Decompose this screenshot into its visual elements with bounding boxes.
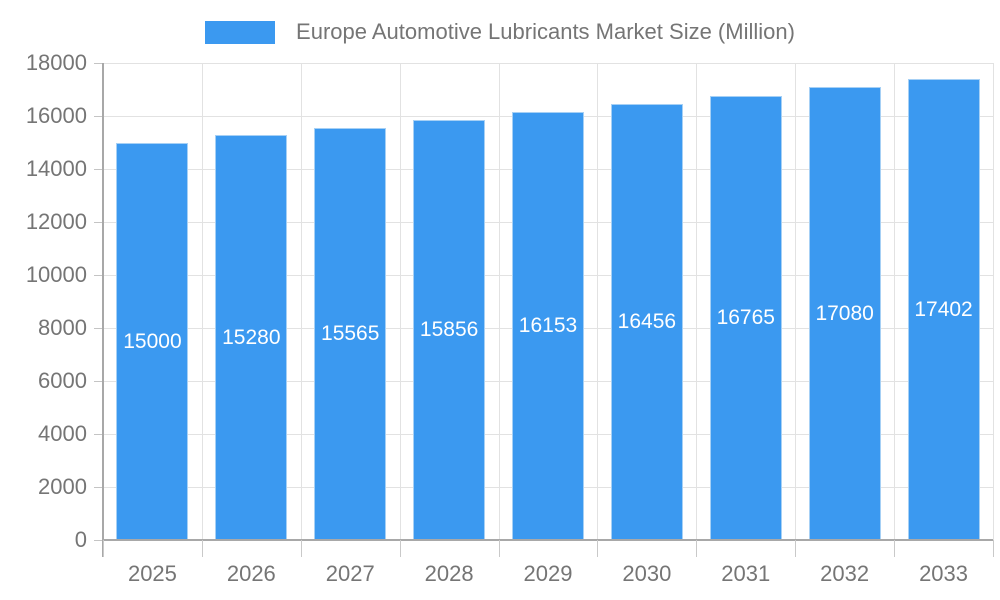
y-axis-tick <box>94 169 102 170</box>
bar-value-label: 17402 <box>914 297 973 321</box>
bar-value-label: 15565 <box>321 322 380 346</box>
bar-2029[interactable]: 16153 <box>512 111 584 540</box>
x-axis-tick-label: 2031 <box>721 561 771 586</box>
y-axis-tick <box>94 328 102 329</box>
gridline-vertical <box>993 63 994 540</box>
x-axis-tick <box>498 540 500 557</box>
gridline-vertical <box>201 63 203 540</box>
bar-value-label: 17080 <box>815 302 874 326</box>
y-axis-tick <box>94 116 102 117</box>
x-axis-tick <box>201 540 203 557</box>
gridline-vertical <box>795 63 797 540</box>
bar-value-label: 16153 <box>518 314 578 338</box>
y-axis-tick <box>94 381 102 382</box>
x-axis-tick-label: 2033 <box>919 561 969 586</box>
bar-value-label: 15000 <box>123 329 182 353</box>
x-axis-tick-label: 2032 <box>820 561 870 586</box>
y-axis-tick-label: 4000 <box>38 421 87 446</box>
x-axis-tick-label: 2026 <box>226 561 276 586</box>
x-axis-tick-label: 2027 <box>325 561 375 586</box>
bar-value-label: 16456 <box>617 310 677 334</box>
x-axis-tick <box>597 540 599 557</box>
legend[interactable]: Europe Automotive Lubricants Market Size… <box>0 16 1000 48</box>
y-axis-tick <box>94 63 102 64</box>
gridline-vertical <box>399 63 401 540</box>
y-axis-tick-label: 16000 <box>25 103 87 128</box>
bar-2028[interactable]: 15856 <box>413 119 486 540</box>
plot-area: 15000 15280 15565 15856 16153 16456 16765 17080… <box>103 63 994 540</box>
y-axis-tick <box>94 434 102 435</box>
y-axis-tick <box>94 222 102 223</box>
y-axis-tick <box>94 487 102 488</box>
x-axis-tick-label: 2029 <box>523 561 573 586</box>
y-axis-tick-label: 10000 <box>25 262 87 287</box>
bar-2030[interactable]: 16456 <box>610 103 683 540</box>
bar-2033[interactable]: 17402 <box>907 78 980 540</box>
y-axis-tick-label: 2000 <box>38 474 87 499</box>
bar-2031[interactable]: 16765 <box>709 95 782 540</box>
y-axis-tick <box>94 275 102 276</box>
y-axis-tick-label: 14000 <box>25 156 87 181</box>
y-axis-tick <box>94 540 102 541</box>
gridline-vertical <box>597 63 599 540</box>
legend-swatch-icon <box>205 20 276 44</box>
x-axis-tick <box>103 540 104 557</box>
y-axis-tick-label: 0 <box>74 527 87 552</box>
x-axis-tick <box>399 540 401 557</box>
gridline-vertical <box>300 63 302 540</box>
y-axis-tick-label: 12000 <box>25 209 87 234</box>
gridline-vertical <box>894 63 896 540</box>
x-axis-tick <box>696 540 698 557</box>
bar-value-label: 16765 <box>716 306 775 330</box>
bar-value-label: 15280 <box>222 326 281 350</box>
gridline-vertical <box>498 63 500 540</box>
y-axis-tick-label: 8000 <box>38 315 87 340</box>
y-axis-line <box>102 63 104 557</box>
bar-2025[interactable]: 15000 <box>116 142 189 540</box>
x-axis-tick-label: 2030 <box>622 561 672 586</box>
bar-value-label: 15856 <box>419 318 479 342</box>
x-axis-tick <box>795 540 797 557</box>
x-axis-tick-label: 2028 <box>424 561 474 586</box>
bar-2032[interactable]: 17080 <box>808 87 881 540</box>
legend-label: Europe Automotive Lubricants Market Size… <box>296 19 795 44</box>
x-axis-line <box>103 539 993 541</box>
x-axis-tick <box>993 540 994 557</box>
x-axis-tick-label: 2025 <box>127 561 177 586</box>
gridline-horizontal <box>103 63 993 64</box>
bar-2027[interactable]: 15565 <box>314 127 387 540</box>
gridline-vertical <box>696 63 698 540</box>
bar-2026[interactable]: 15280 <box>215 135 288 540</box>
x-axis-tick <box>894 540 896 557</box>
y-axis-tick-label: 18000 <box>25 50 87 75</box>
x-axis-tick <box>300 540 302 557</box>
y-axis-tick-label: 6000 <box>38 368 87 393</box>
